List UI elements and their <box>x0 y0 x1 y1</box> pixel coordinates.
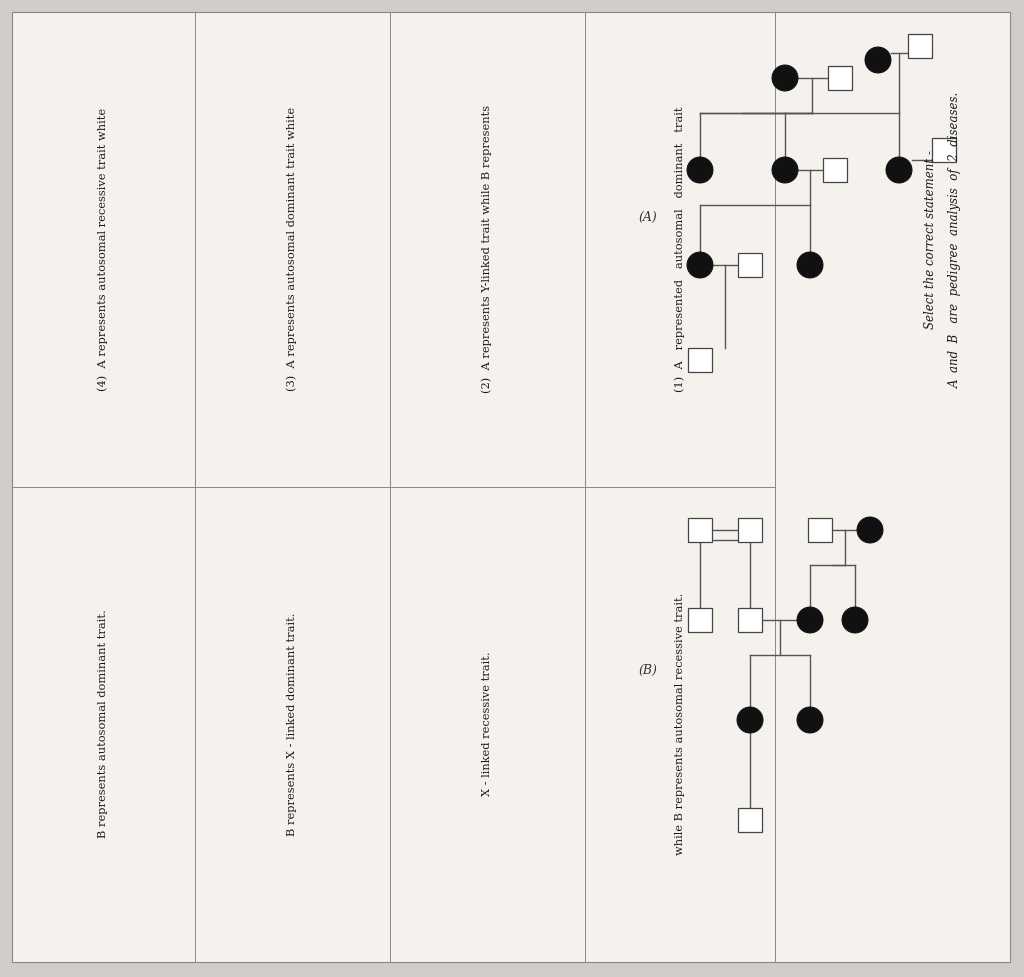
Bar <box>688 518 712 542</box>
Bar <box>823 158 847 182</box>
Bar <box>738 518 762 542</box>
Text: B represents autosomal dominant trait.: B represents autosomal dominant trait. <box>98 610 108 838</box>
Circle shape <box>797 707 823 733</box>
Bar <box>738 253 762 277</box>
Text: Select the correct statement -: Select the correct statement - <box>924 150 937 329</box>
Text: (2)  A represents Y-linked trait while B represents: (2) A represents Y-linked trait while B … <box>481 105 493 393</box>
Text: (4)  A represents autosomal recessive trait white: (4) A represents autosomal recessive tra… <box>97 107 109 391</box>
Circle shape <box>857 517 883 543</box>
Bar <box>688 608 712 632</box>
Text: B represents X - linked dominant trait.: B represents X - linked dominant trait. <box>287 613 297 835</box>
Text: (B): (B) <box>639 663 657 676</box>
Circle shape <box>797 252 823 278</box>
Text: (A): (A) <box>639 210 657 224</box>
Circle shape <box>737 707 763 733</box>
Bar <box>738 808 762 832</box>
Circle shape <box>865 47 891 73</box>
Text: (3)  A represents autosomal dominant trait white: (3) A represents autosomal dominant trai… <box>287 106 297 391</box>
Bar <box>688 348 712 372</box>
Bar <box>738 608 762 632</box>
Text: A  and  B   are  pedigree  analysis  of  2  diseases.: A and B are pedigree analysis of 2 disea… <box>948 92 962 388</box>
Text: X - linked recessive trait.: X - linked recessive trait. <box>482 652 492 796</box>
Circle shape <box>772 157 798 183</box>
Circle shape <box>842 607 868 633</box>
Circle shape <box>687 157 713 183</box>
Bar <box>908 34 932 58</box>
Text: while B represents autosomal recessive trait.: while B represents autosomal recessive t… <box>675 593 685 855</box>
Circle shape <box>772 65 798 91</box>
Circle shape <box>886 157 912 183</box>
Circle shape <box>797 607 823 633</box>
Bar <box>828 66 852 90</box>
Text: (1)  A   represented   autosomal   dominant   trait: (1) A represented autosomal dominant tra… <box>675 106 685 392</box>
Bar <box>932 138 956 162</box>
Bar <box>808 518 831 542</box>
Circle shape <box>687 252 713 278</box>
